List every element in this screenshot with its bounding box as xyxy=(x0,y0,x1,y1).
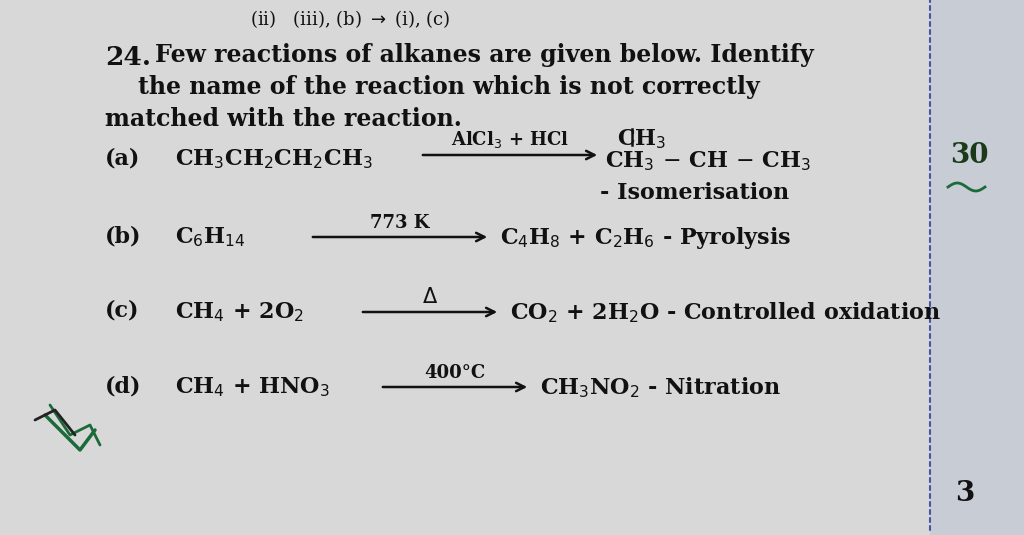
Text: C$_4$H$_8$ + C$_2$H$_6$ - Pyrolysis: C$_4$H$_8$ + C$_2$H$_6$ - Pyrolysis xyxy=(500,225,792,251)
Text: (b): (b) xyxy=(105,225,141,247)
Text: CH$_3$CH$_2$CH$_2$CH$_3$: CH$_3$CH$_2$CH$_2$CH$_3$ xyxy=(175,147,373,171)
Text: (d): (d) xyxy=(105,375,141,397)
Text: 30: 30 xyxy=(950,142,988,169)
Text: CO$_2$ + 2H$_2$O - Controlled oxidation: CO$_2$ + 2H$_2$O - Controlled oxidation xyxy=(510,300,941,325)
Text: 400°C: 400°C xyxy=(424,364,485,382)
Text: CH$_3$NO$_2$ - Nitration: CH$_3$NO$_2$ - Nitration xyxy=(540,375,781,400)
Text: CH$_3$: CH$_3$ xyxy=(617,127,667,150)
Text: 24.: 24. xyxy=(105,45,151,70)
Bar xyxy=(930,0,1024,535)
Text: 3: 3 xyxy=(955,480,974,507)
Text: AlCl$_3$ + HCl: AlCl$_3$ + HCl xyxy=(451,129,569,150)
Text: (c): (c) xyxy=(105,300,139,322)
Text: (a): (a) xyxy=(105,147,140,169)
Text: matched with the reaction.: matched with the reaction. xyxy=(105,107,462,131)
Text: (ii)   (iii), (b) $\rightarrow$ (i), (c): (ii) (iii), (b) $\rightarrow$ (i), (c) xyxy=(250,8,451,30)
Text: the name of the reaction which is not correctly: the name of the reaction which is not co… xyxy=(138,75,760,99)
Text: C$_6$H$_{14}$: C$_6$H$_{14}$ xyxy=(175,225,246,249)
Text: - Isomerisation: - Isomerisation xyxy=(600,182,790,204)
Text: $\Delta$: $\Delta$ xyxy=(422,287,438,307)
Text: Few reactions of alkanes are given below. Identify: Few reactions of alkanes are given below… xyxy=(155,43,814,67)
Text: CH$_4$ + HNO$_3$: CH$_4$ + HNO$_3$ xyxy=(175,375,330,399)
Text: CH$_4$ + 2O$_2$: CH$_4$ + 2O$_2$ xyxy=(175,300,304,324)
Text: CH$_3$ $-$ CH $-$ CH$_3$: CH$_3$ $-$ CH $-$ CH$_3$ xyxy=(605,149,811,173)
Text: 773 K: 773 K xyxy=(371,214,430,232)
